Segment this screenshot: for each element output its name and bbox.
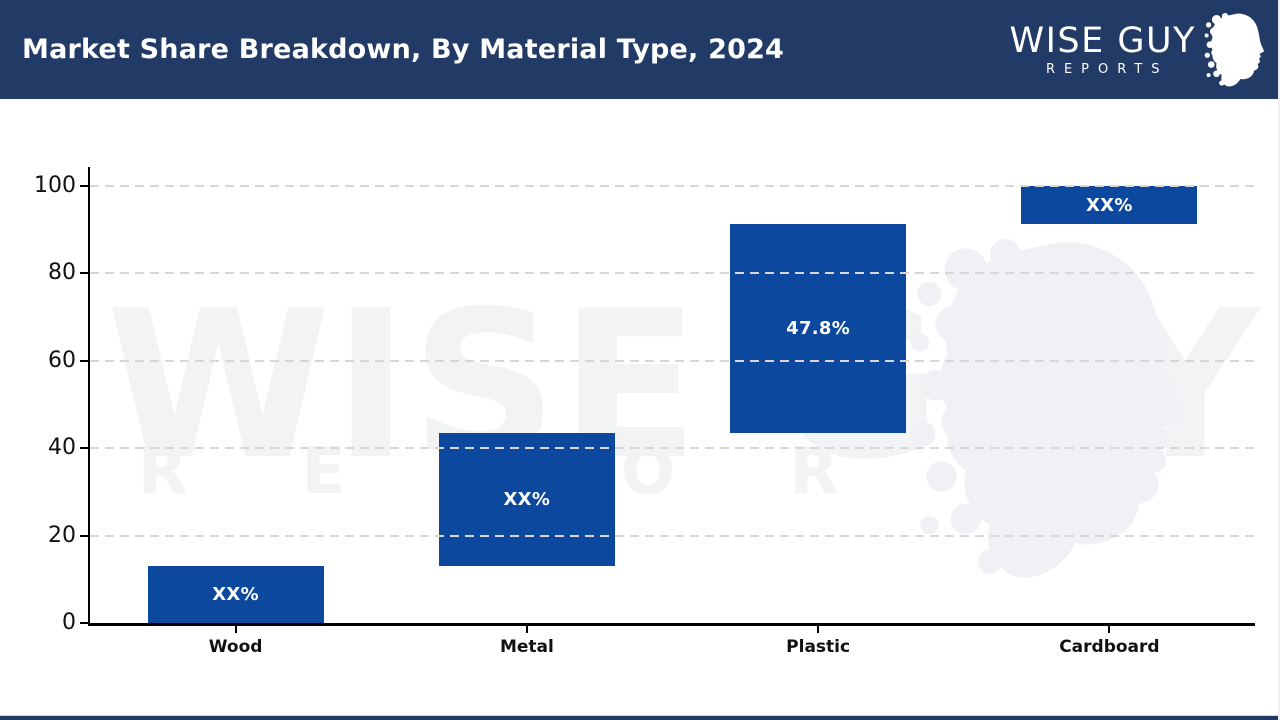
bar-value-label-wood: XX% — [212, 584, 259, 606]
x-tick-cardboard — [1108, 626, 1111, 633]
x-tick-plastic — [817, 626, 820, 633]
y-tick-label-60: 60 — [48, 347, 76, 373]
bar-value-label-plastic: 47.8% — [786, 318, 851, 340]
gridline-80 — [90, 272, 1255, 275]
brand-logo: WISE GUY REPORTS — [1009, 10, 1268, 90]
footer-bar — [0, 715, 1278, 720]
bar-value-label-metal: XX% — [503, 489, 551, 511]
x-label-cardboard: Cardboard — [1059, 637, 1160, 657]
page-title: Market Share Breakdown, By Material Type… — [22, 34, 785, 65]
gridline-20 — [90, 534, 1255, 537]
logo-line1: WISE GUY — [1009, 20, 1196, 61]
y-tick-label-80: 80 — [48, 260, 76, 286]
y-tick-0 — [80, 622, 88, 624]
y-tick-80 — [80, 272, 88, 275]
chart-area: WISE GUY R E P O R T S 0 20 40 60 80 100 XX% Wo… — [0, 99, 1278, 715]
gridline-100 — [90, 184, 1255, 187]
y-tick-label-40: 40 — [48, 435, 76, 461]
wiseguy-head-icon — [1204, 12, 1265, 86]
bar-value-label-cardboard: XX% — [1086, 194, 1133, 216]
y-tick-label-0: 0 — [62, 610, 76, 635]
bar-wood: XX% — [147, 566, 324, 623]
y-tick-40 — [80, 447, 88, 450]
x-label-plastic: Plastic — [786, 637, 851, 657]
plot-area: 0 20 40 60 80 100 XX% Wood XX% Metal 47.8% Plastic X… — [34, 167, 1255, 657]
logo-line2: REPORTS — [1045, 61, 1169, 77]
bar-plastic: 47.8% — [730, 224, 907, 434]
bar-cardboard: XX% — [1021, 185, 1198, 225]
y-tick-label-20: 20 — [48, 522, 76, 548]
gridline-60 — [90, 359, 1255, 362]
x-label-metal: Metal — [499, 637, 554, 657]
header: Market Share Breakdown, By Material Type… — [0, 0, 1278, 99]
x-tick-metal — [525, 626, 528, 633]
x-tick-wood — [234, 626, 237, 633]
y-tick-100 — [80, 184, 88, 187]
y-tick-20 — [80, 534, 88, 537]
gridline-40 — [90, 447, 1255, 450]
bar-metal: XX% — [438, 433, 615, 567]
logo-wordmark: WISE GUY REPORTS — [1009, 20, 1196, 77]
x-label-wood: Wood — [208, 637, 263, 657]
y-tick-label-100: 100 — [34, 172, 76, 198]
y-tick-60 — [80, 359, 88, 362]
